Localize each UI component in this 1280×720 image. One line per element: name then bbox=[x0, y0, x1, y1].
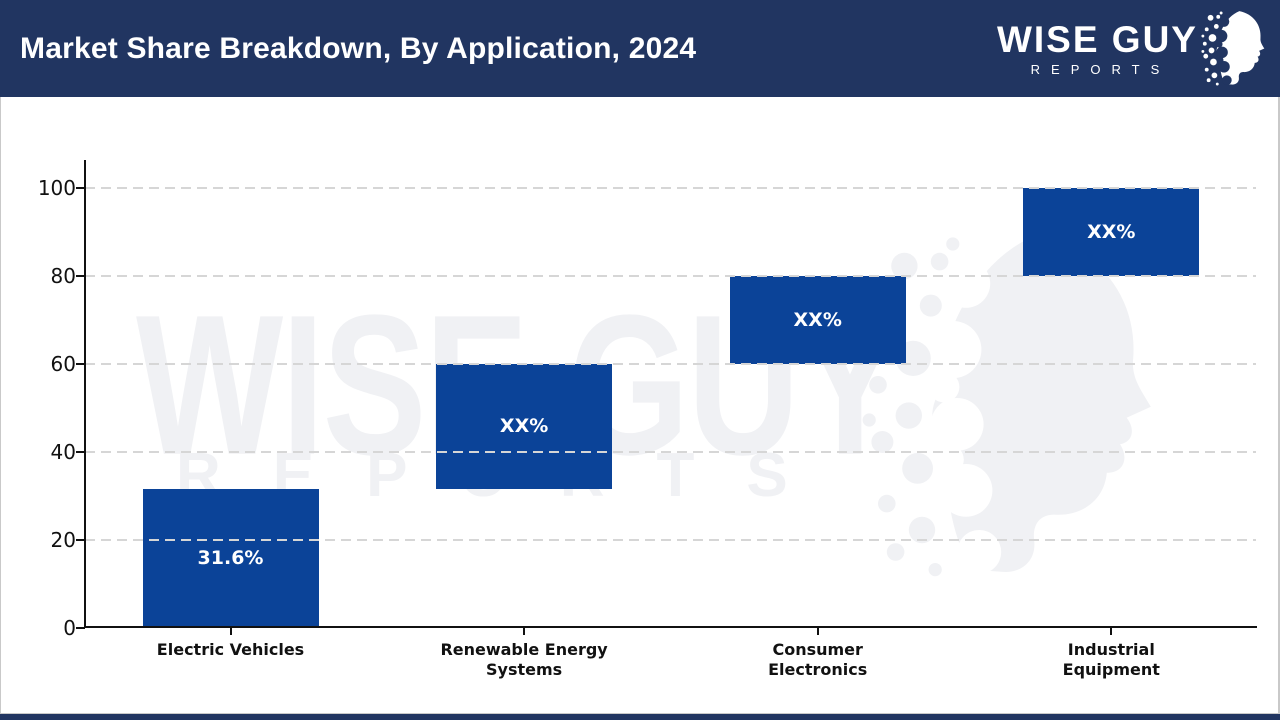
gridline-80 bbox=[85, 274, 1256, 277]
x-tick-mark bbox=[229, 628, 232, 635]
gridline-20 bbox=[85, 538, 1256, 541]
gridline-100 bbox=[85, 187, 1256, 189]
head-profile-dots-icon bbox=[1201, 10, 1265, 85]
y-tick-mark bbox=[76, 450, 85, 453]
category-label-renewable-energy-systems: Renewable Energy Systems bbox=[440, 640, 608, 679]
footer-bar bbox=[0, 714, 1280, 720]
y-tick-label: 0 bbox=[63, 615, 76, 640]
brand-logo: WISE GUY REPORTS bbox=[997, 0, 1272, 97]
header-bar: Market Share Breakdown, By Application, … bbox=[0, 0, 1280, 97]
gridline-40 bbox=[85, 450, 1256, 453]
brand-name: WISE GUY bbox=[996, 18, 1198, 60]
bar-renewable-energy-systems: XX% bbox=[436, 363, 613, 489]
brand-subtitle: REPORTS bbox=[1030, 61, 1171, 77]
bar-value-label: XX% bbox=[793, 308, 842, 331]
y-axis-line bbox=[84, 160, 86, 628]
brand-wordmark: WISE GUY REPORTS bbox=[997, 21, 1198, 77]
x-tick-mark bbox=[523, 628, 526, 635]
y-tick-mark bbox=[76, 538, 85, 541]
bar-industrial-equipment: XX% bbox=[1023, 188, 1200, 276]
bar-value-label: 31.6% bbox=[197, 547, 264, 570]
right-border bbox=[1278, 97, 1280, 714]
y-tick-label: 20 bbox=[50, 527, 76, 552]
y-tick-mark bbox=[76, 362, 85, 365]
bar-value-label: XX% bbox=[1087, 220, 1136, 243]
gridline-60 bbox=[85, 362, 1256, 365]
page-title: Market Share Breakdown, By Application, … bbox=[20, 31, 697, 65]
left-border bbox=[0, 97, 1, 714]
category-label-electric-vehicles: Electric Vehicles bbox=[156, 640, 305, 659]
x-tick-mark bbox=[1110, 628, 1113, 635]
x-tick-mark bbox=[816, 628, 819, 635]
y-tick-mark bbox=[76, 626, 85, 629]
bar-consumer-electronics: XX% bbox=[729, 275, 906, 364]
y-tick-mark bbox=[76, 274, 85, 277]
category-label-industrial-equipment: Industrial Equipment bbox=[1062, 640, 1160, 679]
bottom-border bbox=[0, 713, 1280, 714]
y-tick-label: 80 bbox=[50, 263, 76, 288]
category-label-consumer-electronics: Consumer Electronics bbox=[768, 640, 868, 679]
y-tick-mark bbox=[76, 187, 85, 189]
y-tick-label: 60 bbox=[50, 351, 76, 376]
bar-electric-vehicles: 31.6% bbox=[142, 488, 319, 628]
y-tick-label: 40 bbox=[50, 439, 76, 464]
y-tick-label: 100 bbox=[37, 176, 76, 200]
bar-value-label: XX% bbox=[499, 415, 549, 438]
x-axis-line bbox=[84, 626, 1257, 628]
